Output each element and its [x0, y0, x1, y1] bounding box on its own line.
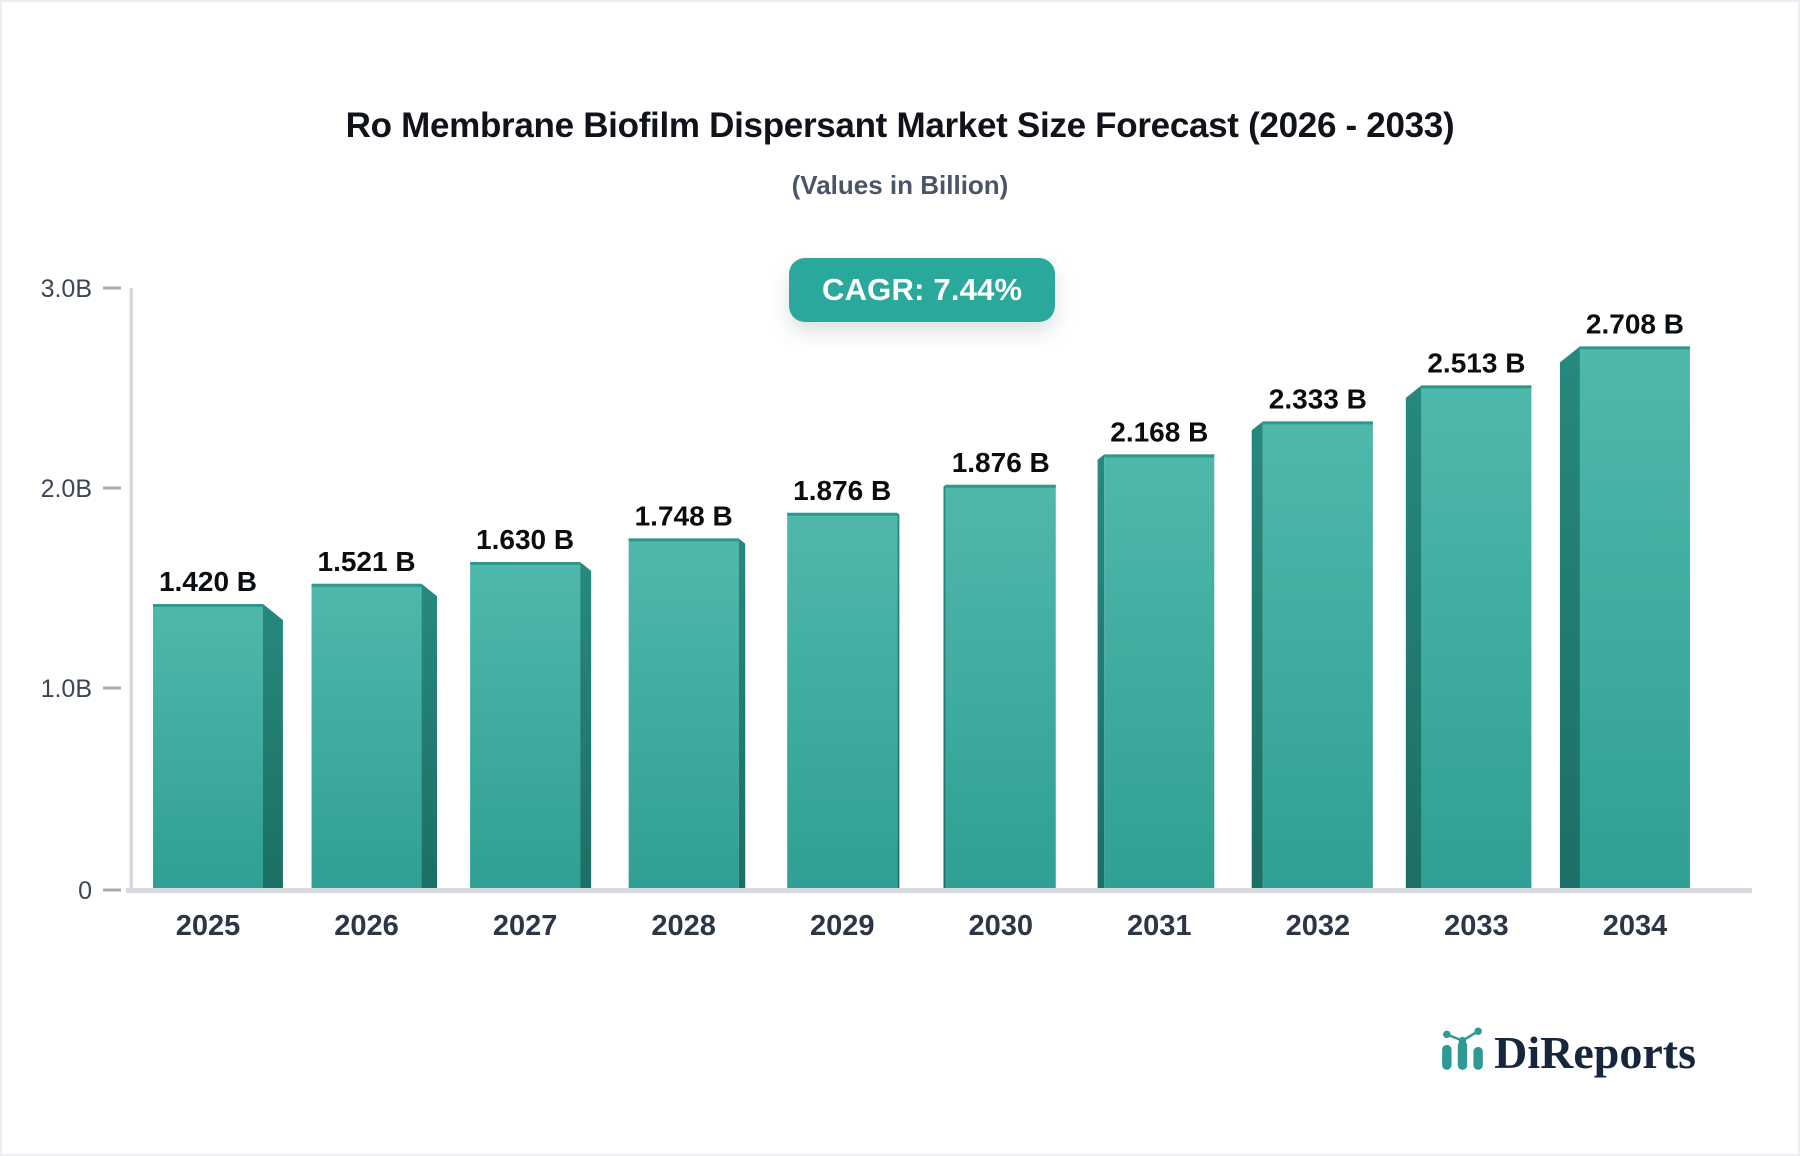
bar-2030: 1.876 B 2030	[943, 447, 1056, 942]
bar-face	[787, 512, 898, 888]
bar-value-label: 1.748 B	[635, 500, 733, 531]
bar-side-face	[943, 484, 946, 888]
bar-side-face	[1559, 346, 1580, 888]
bar-face	[470, 562, 581, 888]
y-axis-tick-label: 2.0B	[41, 475, 92, 503]
bar-value-label: 2.333 B	[1269, 383, 1367, 414]
bar-value-label: 2.168 B	[1110, 416, 1208, 447]
bar-2029: 1.876 B 2029	[787, 475, 900, 942]
bar-2028: 1.748 B 2028	[628, 500, 746, 942]
chart-subtitle: (Values in Billion)	[791, 170, 1009, 200]
x-axis-label: 2027	[493, 910, 558, 942]
bar-face	[1421, 385, 1532, 888]
bar-2034: 2.708 B 2034	[1559, 308, 1690, 942]
x-axis-label: 2028	[651, 910, 716, 942]
bar-top-edge	[787, 512, 898, 516]
bar-side-face	[897, 512, 900, 888]
bar-top-edge	[153, 604, 263, 607]
bar-value-label: 1.420 B	[159, 566, 257, 597]
bar-value-label: 2.513 B	[1427, 347, 1525, 378]
y-axis-tick	[103, 888, 121, 892]
bar-side-face	[263, 604, 283, 888]
x-axis-label: 2029	[810, 910, 875, 942]
bar-top-edge	[1104, 454, 1215, 458]
bar-side-face	[1405, 385, 1422, 888]
bar-2026: 1.521 B 2026	[311, 546, 438, 942]
bar-face	[628, 538, 739, 888]
x-axis-label: 2031	[1127, 910, 1192, 942]
bar-top-edge	[470, 562, 581, 565]
bar-2032: 2.333 B 2032	[1251, 383, 1373, 942]
bar-2027: 1.630 B 2027	[470, 524, 592, 942]
cagr-badge: CAGR: 7.44%	[789, 258, 1056, 322]
bar-top-edge	[1262, 421, 1373, 425]
x-axis-label: 2033	[1444, 910, 1509, 942]
bar-face	[311, 583, 422, 888]
bar-face	[1579, 346, 1690, 888]
y-axis-tick-label: 1.0B	[41, 675, 92, 703]
cagr-badge-label: CAGR: 7.44%	[822, 272, 1023, 307]
bar-2033: 2.513 B 2033	[1405, 347, 1532, 942]
y-axis-tick-label: 3.0B	[41, 275, 92, 303]
bar-face	[153, 604, 263, 888]
x-axis-label: 2026	[334, 910, 399, 942]
bar-value-label: 1.630 B	[476, 524, 574, 555]
y-axis-tick	[103, 686, 121, 690]
bar-2031: 2.168 B 2031	[1097, 416, 1215, 942]
y-axis-tick	[103, 286, 121, 290]
bar-value-label: 2.708 B	[1586, 308, 1684, 339]
chart-title: Ro Membrane Biofilm Dispersant Market Si…	[345, 106, 1455, 145]
bar-side-face	[421, 583, 438, 888]
bar-face	[1262, 421, 1373, 888]
x-axis-label: 2030	[968, 910, 1033, 942]
bar-side-face	[1097, 454, 1105, 888]
brand-logo: DiReports	[1439, 1026, 1696, 1078]
bar-value-label: 1.876 B	[793, 475, 891, 506]
bar-top-edge	[1421, 385, 1532, 389]
y-axis-line	[129, 288, 133, 893]
brand-name: DiReports	[1494, 1026, 1696, 1078]
bar-line-chart-icon	[1442, 1027, 1483, 1070]
bar-side-face	[1251, 421, 1263, 888]
bar-side-face	[580, 562, 592, 888]
bar-top-edge	[628, 538, 739, 542]
bar-value-label: 1.876 B	[952, 447, 1050, 478]
y-axis-tick-label: 0	[78, 877, 92, 905]
bar-top-edge	[1579, 346, 1690, 350]
x-axis-label: 2034	[1603, 910, 1668, 942]
x-axis-label: 2032	[1286, 910, 1351, 942]
bar-face	[1104, 454, 1215, 888]
y-axis-tick	[103, 486, 121, 490]
bar-2025: 1.420 B 2025	[153, 566, 283, 942]
bar-face	[945, 484, 1056, 888]
x-axis-label: 2025	[176, 910, 241, 942]
bar-value-label: 1.521 B	[318, 546, 416, 577]
bar-top-edge	[945, 484, 1056, 488]
x-axis-line	[126, 888, 1752, 893]
bar-top-edge	[311, 583, 422, 587]
bar-side-face	[738, 538, 746, 888]
